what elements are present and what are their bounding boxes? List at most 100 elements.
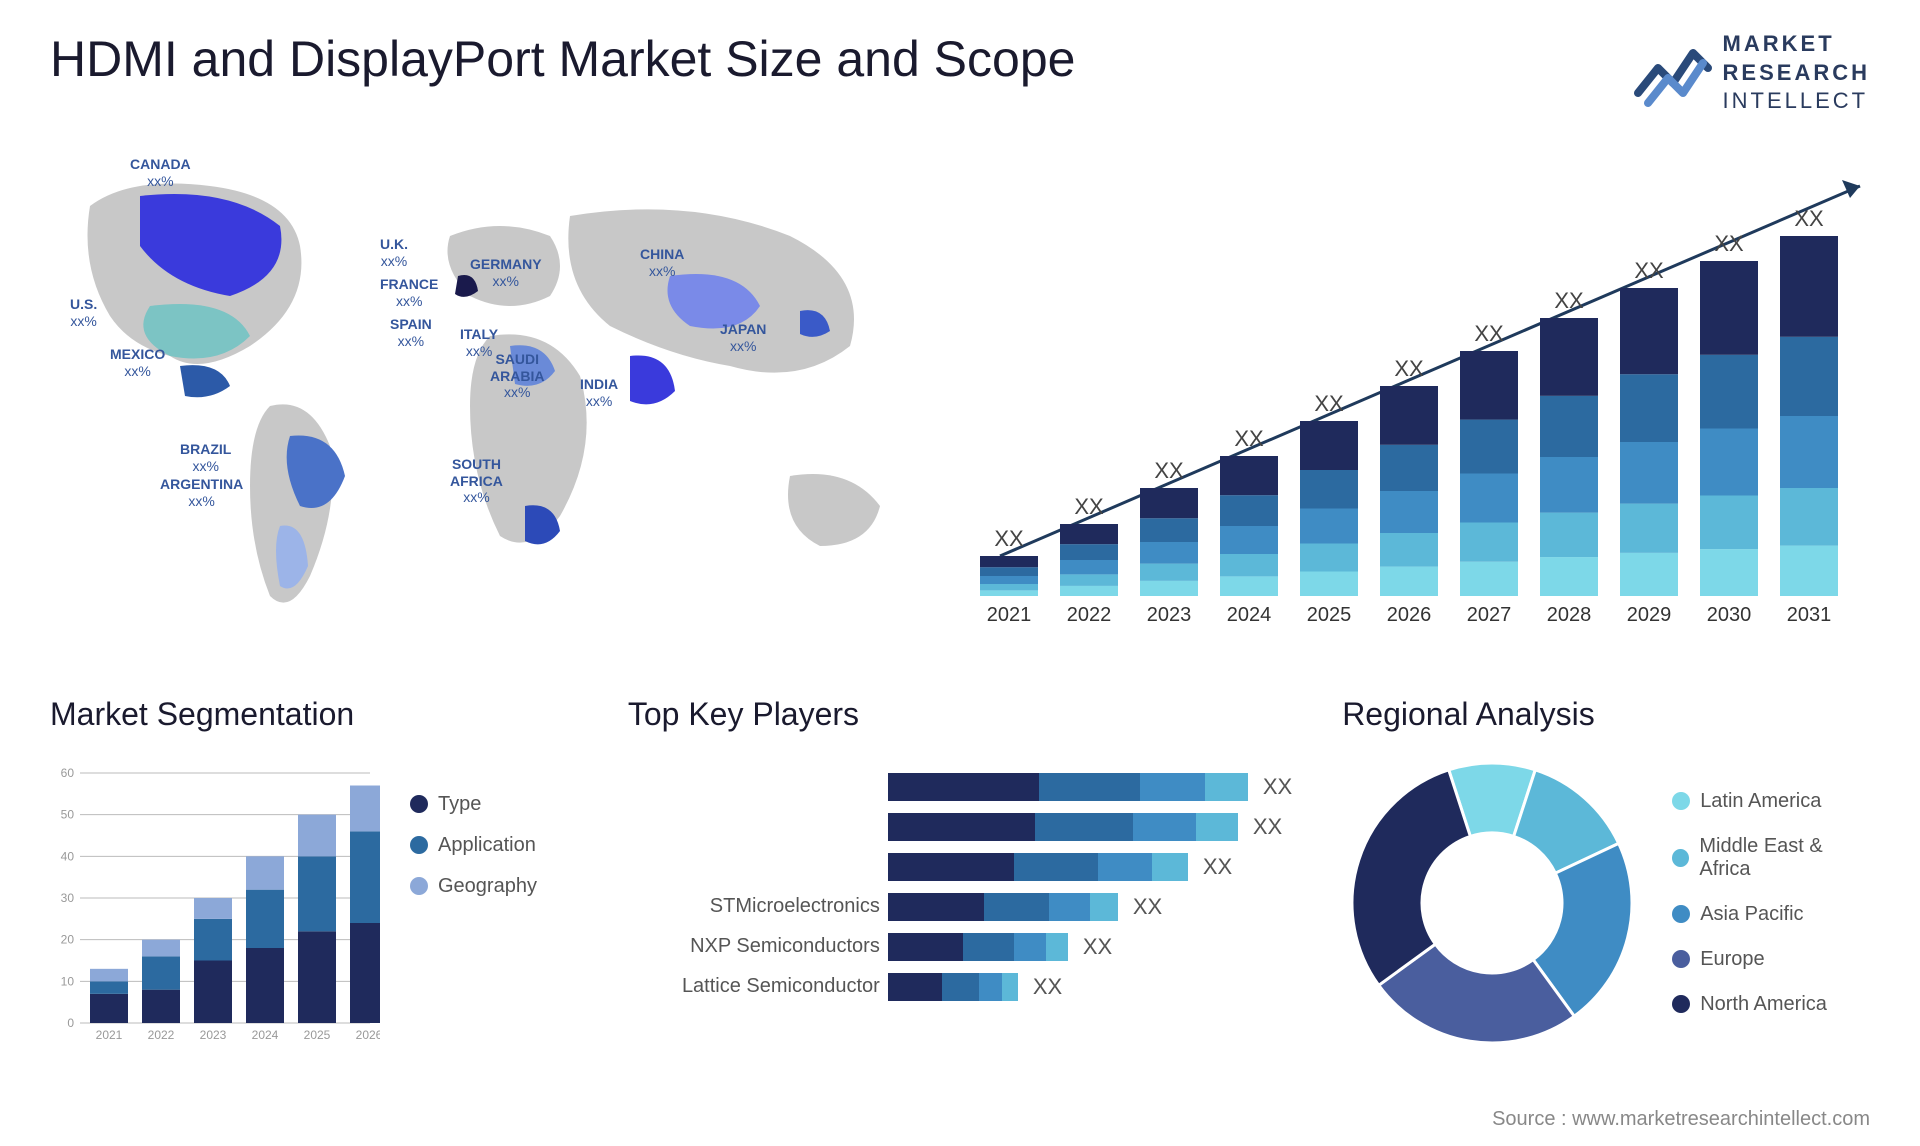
map-label-china: CHINAxx% bbox=[640, 246, 684, 280]
svg-text:2022: 2022 bbox=[1067, 604, 1112, 626]
svg-text:XX: XX bbox=[1394, 356, 1424, 381]
svg-text:XX: XX bbox=[1314, 391, 1344, 416]
svg-text:XX: XX bbox=[1154, 458, 1184, 483]
players-panel: Top Key Players XX XX XX STMicroelectronics… bbox=[628, 696, 1292, 1116]
legend-label: Latin America bbox=[1700, 790, 1821, 813]
player-value: XX bbox=[1083, 934, 1112, 960]
svg-text:2021: 2021 bbox=[987, 604, 1032, 626]
player-value: XX bbox=[1033, 974, 1062, 1000]
player-value: XX bbox=[1203, 854, 1232, 880]
player-bar-segment bbox=[1090, 893, 1118, 921]
map-label-mexico: MEXICOxx% bbox=[110, 346, 165, 380]
legend-label: Asia Pacific bbox=[1700, 903, 1803, 926]
legend-dot-icon bbox=[410, 877, 428, 895]
player-value: XX bbox=[1253, 814, 1282, 840]
legend-label: Type bbox=[438, 793, 481, 816]
seg-legend-item: Type bbox=[410, 793, 537, 816]
svg-text:XX: XX bbox=[1234, 426, 1264, 451]
player-bar-segment bbox=[888, 933, 964, 961]
legend-dot-icon bbox=[410, 795, 428, 813]
player-row: Lattice SemiconductorXX bbox=[628, 973, 1292, 1001]
legend-label: Application bbox=[438, 834, 536, 857]
map-label-germany: GERMANYxx% bbox=[470, 256, 542, 290]
player-row: XX bbox=[628, 853, 1292, 881]
player-bar-segment bbox=[1205, 773, 1248, 801]
regional-legend-item: Latin America bbox=[1672, 790, 1870, 813]
regional-panel: Regional Analysis Latin AmericaMiddle Ea… bbox=[1342, 696, 1870, 1116]
player-value: XX bbox=[1263, 774, 1292, 800]
legend-dot-icon bbox=[1672, 792, 1690, 810]
player-bar bbox=[888, 773, 1248, 801]
main-bar-chart: XX2021XX2022XX2023XX2024XX2025XX2026XX20… bbox=[970, 146, 1870, 666]
player-bar-segment bbox=[1014, 853, 1098, 881]
svg-text:2027: 2027 bbox=[1467, 604, 1512, 626]
player-bar-segment bbox=[1039, 773, 1140, 801]
player-bar-segment bbox=[1140, 773, 1205, 801]
legend-label: North America bbox=[1700, 993, 1827, 1016]
map-label-uk: U.K.xx% bbox=[380, 236, 408, 270]
map-label-brazil: BRAZILxx% bbox=[180, 441, 231, 475]
svg-text:XX: XX bbox=[994, 526, 1024, 551]
svg-text:20: 20 bbox=[61, 932, 75, 946]
svg-text:30: 30 bbox=[61, 891, 75, 905]
svg-text:2028: 2028 bbox=[1547, 604, 1592, 626]
player-bar-segment bbox=[888, 973, 943, 1001]
svg-text:2026: 2026 bbox=[356, 1028, 380, 1042]
source-text: Source : www.marketresearchintellect.com bbox=[1492, 1108, 1870, 1131]
svg-text:2025: 2025 bbox=[304, 1028, 331, 1042]
regional-legend: Latin America Middle East & Africa Asia Pa… bbox=[1672, 790, 1870, 1016]
regional-legend-item: North America bbox=[1672, 993, 1870, 1016]
player-bar-segment bbox=[1196, 813, 1238, 841]
map-label-spain: SPAINxx% bbox=[390, 316, 432, 350]
player-bar-segment bbox=[963, 933, 1013, 961]
player-bar-segment bbox=[984, 893, 1048, 921]
legend-dot-icon bbox=[1672, 995, 1690, 1013]
page-title: HDMI and DisplayPort Market Size and Sco… bbox=[50, 30, 1075, 88]
player-label: STMicroelectronics bbox=[628, 895, 888, 918]
player-bar-segment bbox=[1046, 933, 1068, 961]
player-row: STMicroelectronicsXX bbox=[628, 893, 1292, 921]
seg-legend-item: Application bbox=[410, 834, 537, 857]
brand-logo: MARKET RESEARCH INTELLECT bbox=[1633, 30, 1870, 116]
svg-text:2029: 2029 bbox=[1627, 604, 1672, 626]
player-bar bbox=[888, 933, 1068, 961]
svg-text:2024: 2024 bbox=[252, 1028, 279, 1042]
player-bar-segment bbox=[1035, 813, 1133, 841]
player-bar-segment bbox=[888, 773, 1039, 801]
segmentation-title: Market Segmentation bbox=[50, 696, 578, 733]
map-label-india: INDIAxx% bbox=[580, 376, 618, 410]
seg-legend-item: Geography bbox=[410, 875, 537, 898]
logo-line2: RESEARCH bbox=[1723, 59, 1870, 88]
logo-icon bbox=[1633, 38, 1713, 108]
player-bar-segment bbox=[1014, 933, 1046, 961]
regional-legend-item: Middle East & Africa bbox=[1672, 835, 1870, 881]
svg-text:2023: 2023 bbox=[1147, 604, 1192, 626]
svg-text:2023: 2023 bbox=[200, 1028, 227, 1042]
player-bar-segment bbox=[888, 893, 985, 921]
svg-text:XX: XX bbox=[1794, 206, 1824, 231]
svg-text:2024: 2024 bbox=[1227, 604, 1272, 626]
svg-text:XX: XX bbox=[1634, 258, 1664, 283]
svg-text:0: 0 bbox=[67, 1016, 74, 1030]
legend-label: Middle East & Africa bbox=[1699, 835, 1870, 881]
svg-text:XX: XX bbox=[1074, 494, 1104, 519]
player-bar-segment bbox=[1098, 853, 1152, 881]
player-row: XX bbox=[628, 773, 1292, 801]
player-bar-segment bbox=[888, 853, 1014, 881]
svg-text:2030: 2030 bbox=[1707, 604, 1752, 626]
player-bar bbox=[888, 973, 1018, 1001]
map-label-japan: JAPANxx% bbox=[720, 321, 766, 355]
player-bar bbox=[888, 853, 1188, 881]
legend-dot-icon bbox=[1672, 905, 1690, 923]
svg-text:XX: XX bbox=[1714, 231, 1744, 256]
player-bar-segment bbox=[1152, 853, 1188, 881]
svg-text:XX: XX bbox=[1554, 288, 1584, 313]
player-bar-segment bbox=[1049, 893, 1090, 921]
player-bar-segment bbox=[979, 973, 1002, 1001]
world-map: CANADAxx%U.S.xx%MEXICOxx%BRAZILxx%ARGENT… bbox=[50, 146, 930, 666]
player-bar-segment bbox=[1133, 813, 1196, 841]
logo-line3: INTELLECT bbox=[1723, 87, 1870, 116]
legend-label: Geography bbox=[438, 875, 537, 898]
players-title: Top Key Players bbox=[628, 696, 1292, 733]
legend-dot-icon bbox=[1672, 849, 1689, 867]
